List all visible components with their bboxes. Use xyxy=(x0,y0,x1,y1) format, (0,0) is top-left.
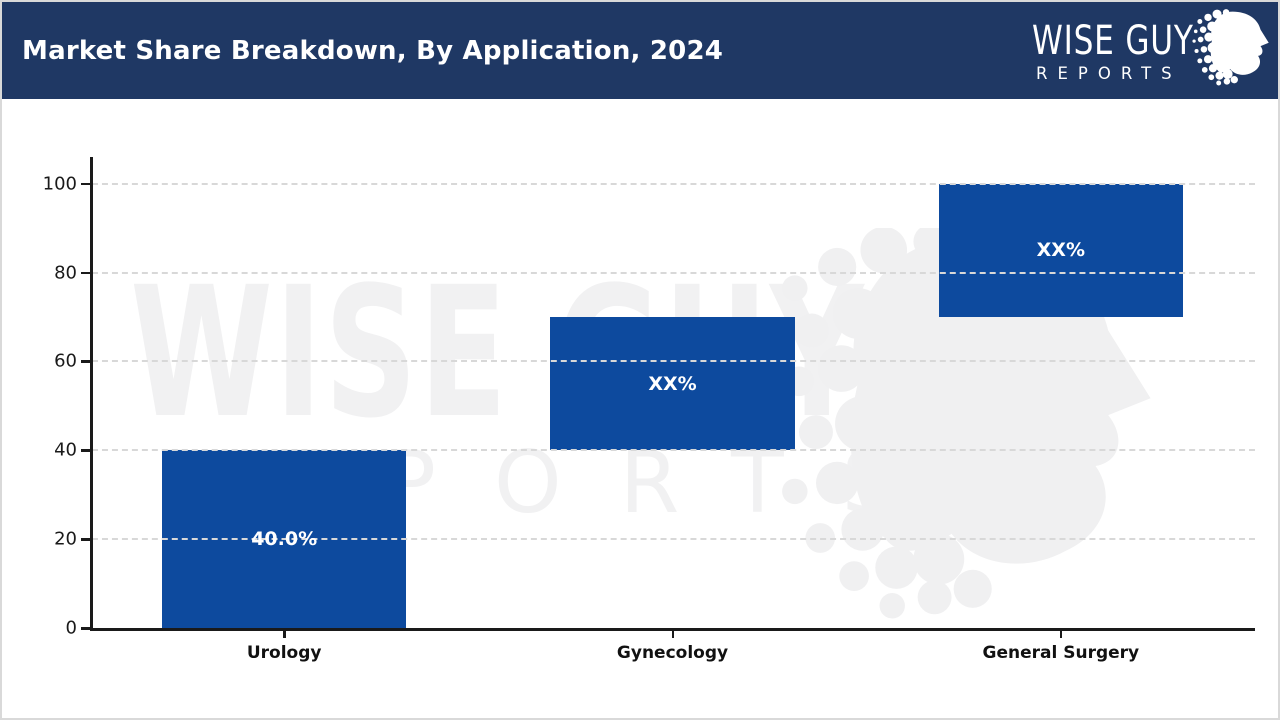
bar xyxy=(550,316,795,451)
y-tick-mark xyxy=(81,538,90,541)
bar xyxy=(938,183,1184,317)
header: Market Share Breakdown, By Application, … xyxy=(2,2,1278,99)
logo-reports-text: REPORTS xyxy=(1036,64,1182,83)
y-tick-mark xyxy=(81,627,90,630)
gridline xyxy=(92,538,1255,541)
gridline xyxy=(92,449,1255,452)
x-tick-mark xyxy=(1059,630,1063,638)
x-category-label: General Surgery xyxy=(982,643,1140,663)
y-tick-label: 100 xyxy=(42,173,77,195)
bar-value-label: XX% xyxy=(648,372,697,395)
x-category-label: Urology xyxy=(246,643,322,663)
y-tick-mark xyxy=(81,360,90,363)
y-tick-label: 40 xyxy=(54,439,77,461)
x-category-label: Gynecology xyxy=(616,643,729,663)
y-axis-line xyxy=(90,157,93,630)
y-tick-label: 0 xyxy=(65,617,77,639)
y-tick-mark xyxy=(81,449,90,452)
plot-area: 0 20 40 60 80 100 40.0% Urology XX% Gynecology XX%… xyxy=(43,157,1255,663)
gridline xyxy=(92,182,1255,185)
y-tick-mark xyxy=(81,271,90,275)
page-title: Market Share Breakdown, By Application, … xyxy=(22,35,724,66)
logo-face-icon xyxy=(1192,9,1269,86)
y-tick-label: 20 xyxy=(54,528,77,550)
y-tick-label: 80 xyxy=(54,262,77,284)
y-tick-mark xyxy=(81,182,90,186)
logo-wiseguy-text: WISE GUY xyxy=(1032,18,1194,64)
brand-logo: WISE GUY REPORTS xyxy=(1032,9,1269,86)
gridline xyxy=(92,360,1255,363)
y-tick-label: 60 xyxy=(54,350,77,372)
x-axis-line xyxy=(90,628,1255,631)
gridline xyxy=(92,271,1255,274)
x-tick-mark xyxy=(671,630,674,638)
bar-value-label: 40.0% xyxy=(251,528,318,551)
bar-value-label: XX% xyxy=(1036,239,1085,262)
x-tick-mark xyxy=(283,630,286,638)
